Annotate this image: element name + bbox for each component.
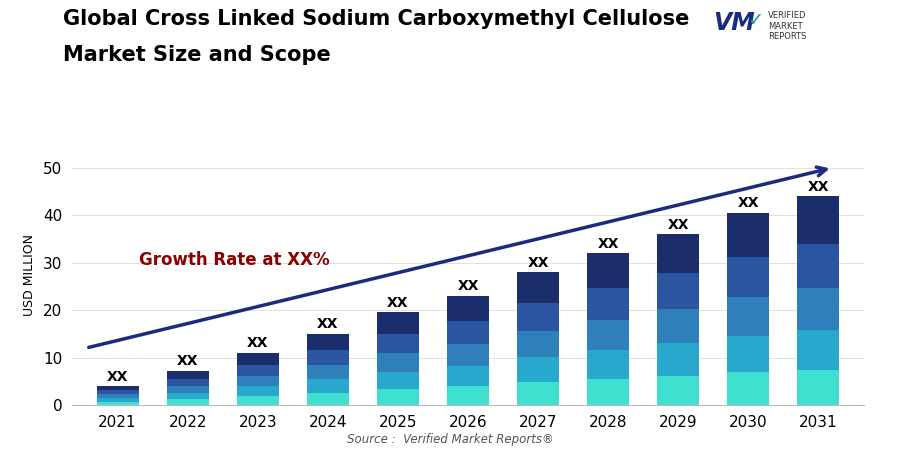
- Bar: [166, 379, 209, 386]
- Bar: [307, 334, 349, 350]
- Text: XX: XX: [317, 317, 338, 332]
- Bar: [96, 394, 139, 398]
- Bar: [307, 365, 349, 379]
- Text: Growth Rate at XX%: Growth Rate at XX%: [139, 251, 329, 269]
- Bar: [797, 369, 840, 405]
- Bar: [727, 213, 770, 257]
- Bar: [96, 402, 139, 405]
- Bar: [727, 372, 770, 405]
- Bar: [518, 331, 559, 357]
- Text: XX: XX: [457, 279, 479, 293]
- Bar: [96, 398, 139, 402]
- Text: XX: XX: [807, 180, 829, 194]
- Bar: [237, 386, 279, 396]
- Bar: [166, 386, 209, 393]
- Bar: [657, 376, 699, 405]
- Bar: [587, 351, 629, 379]
- Bar: [237, 365, 279, 376]
- Bar: [518, 382, 559, 405]
- Bar: [447, 296, 489, 321]
- Bar: [727, 336, 770, 372]
- Bar: [307, 350, 349, 365]
- Bar: [447, 321, 489, 344]
- Text: Market Size and Scope: Market Size and Scope: [63, 45, 331, 65]
- Bar: [587, 379, 629, 405]
- Bar: [166, 393, 209, 399]
- Text: XX: XX: [247, 337, 268, 351]
- Bar: [237, 396, 279, 405]
- Bar: [377, 372, 418, 389]
- Text: VM: VM: [714, 11, 755, 35]
- Bar: [377, 312, 418, 334]
- Text: XX: XX: [107, 369, 129, 384]
- Bar: [96, 391, 139, 394]
- Text: XX: XX: [598, 237, 619, 251]
- Bar: [587, 288, 629, 320]
- Text: Source :  Verified Market Reports®: Source : Verified Market Reports®: [346, 432, 554, 446]
- Bar: [797, 196, 840, 244]
- Bar: [377, 389, 418, 405]
- Bar: [447, 387, 489, 405]
- Bar: [657, 274, 699, 309]
- Bar: [96, 386, 139, 391]
- Bar: [657, 343, 699, 376]
- Text: XX: XX: [527, 256, 549, 270]
- Bar: [447, 344, 489, 366]
- Bar: [166, 399, 209, 405]
- Bar: [797, 244, 840, 288]
- Bar: [727, 257, 770, 297]
- Text: XX: XX: [387, 296, 409, 310]
- Text: XX: XX: [738, 197, 759, 211]
- Bar: [377, 334, 418, 353]
- Bar: [657, 309, 699, 343]
- Bar: [587, 320, 629, 351]
- Bar: [587, 253, 629, 288]
- Bar: [237, 353, 279, 365]
- Bar: [657, 234, 699, 274]
- Bar: [797, 330, 840, 369]
- Text: Global Cross Linked Sodium Carboxymethyl Cellulose: Global Cross Linked Sodium Carboxymethyl…: [63, 9, 689, 29]
- Bar: [447, 366, 489, 387]
- Text: ✓: ✓: [747, 11, 763, 30]
- Bar: [166, 371, 209, 379]
- Text: VERIFIED
MARKET
REPORTS: VERIFIED MARKET REPORTS: [768, 11, 806, 41]
- Bar: [797, 288, 840, 330]
- Bar: [307, 379, 349, 393]
- Text: XX: XX: [177, 355, 198, 369]
- Bar: [518, 357, 559, 382]
- Bar: [518, 303, 559, 331]
- Text: XX: XX: [668, 218, 689, 232]
- Y-axis label: USD MILLION: USD MILLION: [23, 234, 36, 315]
- Bar: [518, 272, 559, 303]
- Bar: [727, 297, 770, 336]
- FancyArrowPatch shape: [89, 167, 826, 347]
- Bar: [307, 393, 349, 405]
- Bar: [237, 376, 279, 386]
- Bar: [377, 353, 418, 372]
